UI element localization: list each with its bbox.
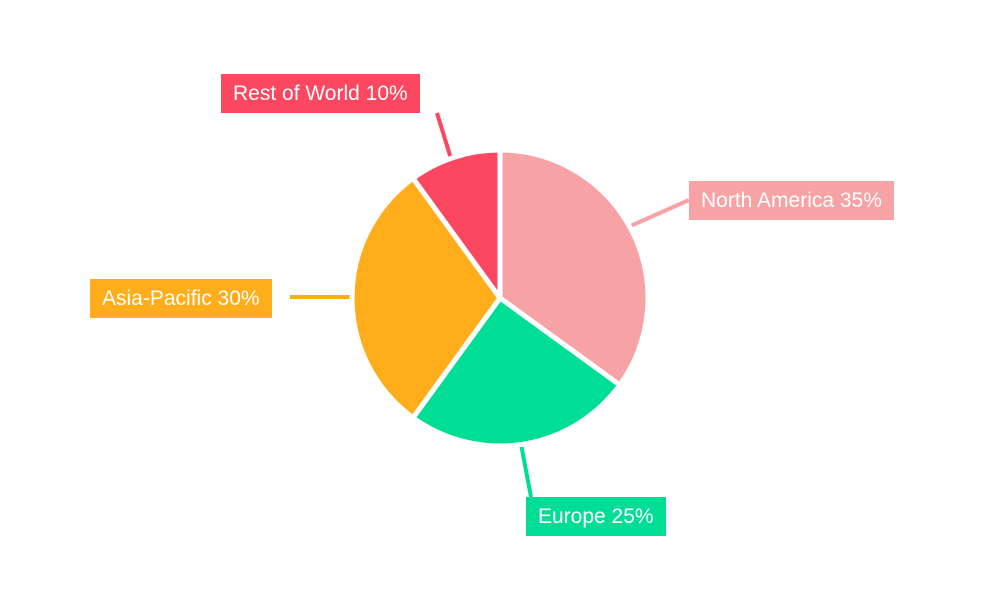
pie-slice-north-america: [497, 147, 651, 388]
pie-label-europe: Europe 25%: [526, 497, 666, 536]
pie-label-asia-pacific: Asia-Pacific 30%: [90, 279, 272, 318]
pie-label-north-america-text: North America 35%: [701, 189, 882, 212]
pie-slice-rest-of-world: [410, 147, 503, 301]
pie-label-north-america: North America 35%: [689, 181, 894, 220]
pie-slice-asia-pacific: [349, 175, 503, 421]
pie-label-rest-of-world-text: Rest of World 10%: [233, 82, 408, 105]
leader-line-europe: [519, 443, 533, 498]
pie-slice-europe: [410, 295, 623, 449]
pie-label-asia-pacific-text: Asia-Pacific 30%: [102, 287, 260, 310]
pie-label-rest-of-world: Rest of World 10%: [221, 74, 420, 113]
leader-line-north-america: [625, 198, 690, 230]
pie-label-europe-text: Europe 25%: [538, 505, 654, 528]
